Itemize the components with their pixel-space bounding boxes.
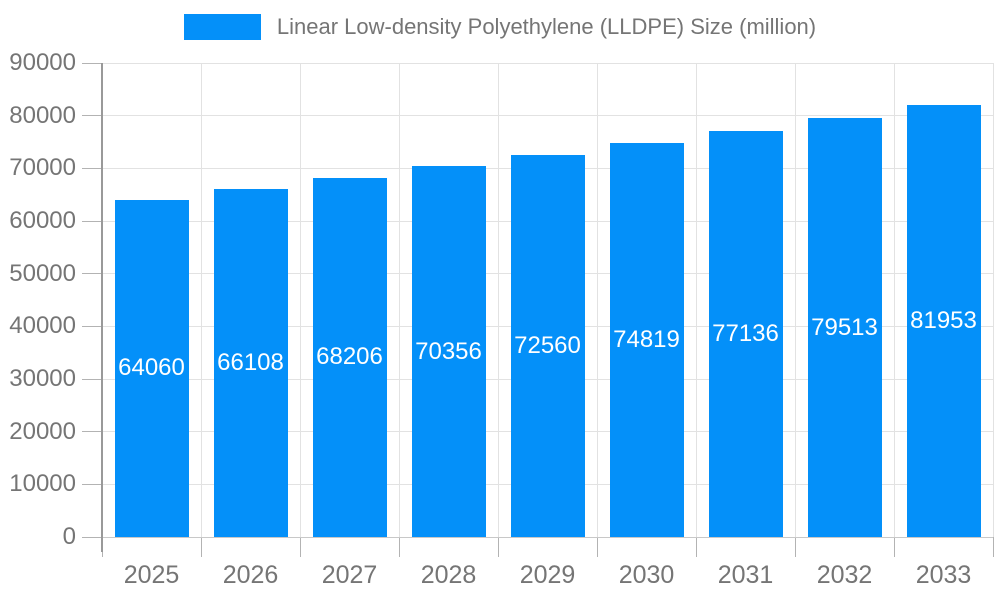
bar-2026[interactable]: 66108 (213, 188, 288, 537)
bar-value-label: 79513 (811, 313, 878, 341)
x-axis-tick (794, 537, 796, 557)
y-axis-tick (82, 62, 102, 64)
x-axis-tick (497, 537, 499, 557)
y-axis-label: 30000 (9, 365, 76, 392)
y-axis-tick (82, 273, 102, 275)
x-axis-label: 2029 (519, 561, 576, 589)
x-axis-tick (596, 537, 598, 557)
x-axis-label: 2030 (618, 561, 675, 589)
y-axis-line (101, 63, 103, 552)
y-axis-label: 90000 (9, 49, 76, 76)
y-axis-label: 80000 (9, 101, 76, 129)
bar-value-label: 81953 (910, 307, 977, 335)
y-axis-tick (82, 325, 102, 327)
x-axis-label: 2032 (816, 561, 873, 589)
x-axis-label: 2026 (222, 561, 279, 589)
y-axis-tick (82, 536, 102, 538)
y-axis-tick (82, 115, 102, 117)
x-axis-label: 2033 (915, 561, 972, 589)
gridline-vertical (497, 63, 499, 537)
bar-2031[interactable]: 77136 (708, 130, 783, 537)
y-axis-label: 10000 (9, 470, 76, 498)
gridline-vertical (992, 63, 994, 537)
gridline-vertical (695, 63, 697, 537)
gridline-vertical (893, 63, 895, 537)
y-axis-tick (82, 378, 102, 380)
x-axis-line (102, 536, 993, 538)
bar-2029[interactable]: 72560 (510, 154, 585, 537)
y-axis-tick (82, 483, 102, 485)
gridline-horizontal (102, 115, 993, 117)
x-axis-tick (695, 537, 697, 557)
legend-label[interactable]: Linear Low-density Polyethylene (LLDPE) … (276, 14, 817, 39)
y-axis-tick (82, 431, 102, 433)
x-axis-tick (398, 537, 400, 557)
x-axis-label: 2027 (321, 561, 378, 589)
legend-swatch[interactable] (183, 14, 261, 40)
bar-2025[interactable]: 64060 (114, 199, 189, 537)
bar-value-label: 64060 (118, 354, 185, 382)
y-axis-tick (82, 220, 102, 222)
bar-value-label: 74819 (613, 325, 680, 353)
bar-2027[interactable]: 68206 (312, 177, 387, 537)
bar-2032[interactable]: 79513 (807, 118, 882, 537)
gridline-vertical (794, 63, 796, 537)
y-axis-label: 40000 (9, 312, 76, 340)
bar-value-label: 68206 (316, 343, 383, 371)
y-axis-label: 50000 (9, 259, 76, 287)
y-axis-tick (82, 167, 102, 169)
x-axis-tick (893, 537, 895, 557)
bar-2030[interactable]: 74819 (609, 142, 684, 537)
x-axis-tick (992, 537, 994, 557)
bar-value-label: 66108 (217, 348, 284, 376)
x-axis-label: 2031 (717, 561, 774, 589)
gridline-vertical (398, 63, 400, 537)
y-axis-label: 0 (62, 523, 76, 550)
x-axis-label: 2025 (123, 561, 180, 589)
y-axis-label: 70000 (9, 154, 76, 182)
gridline-vertical (200, 63, 202, 537)
gridline-horizontal (102, 62, 993, 64)
gridline-vertical (299, 63, 301, 537)
legend[interactable]: Linear Low-density Polyethylene (LLDPE) … (0, 14, 1000, 40)
x-axis-tick (299, 537, 301, 557)
gridline-vertical (596, 63, 598, 537)
bar-value-label: 70356 (415, 337, 482, 365)
y-axis-label: 20000 (9, 417, 76, 445)
bar-value-label: 72560 (514, 331, 581, 359)
y-axis-label: 60000 (9, 207, 76, 234)
x-axis-tick (200, 537, 202, 557)
bar-2028[interactable]: 70356 (411, 166, 486, 537)
bar-2033[interactable]: 81953 (906, 105, 981, 537)
x-axis-label: 2028 (420, 561, 477, 589)
bar-value-label: 77136 (712, 319, 779, 347)
